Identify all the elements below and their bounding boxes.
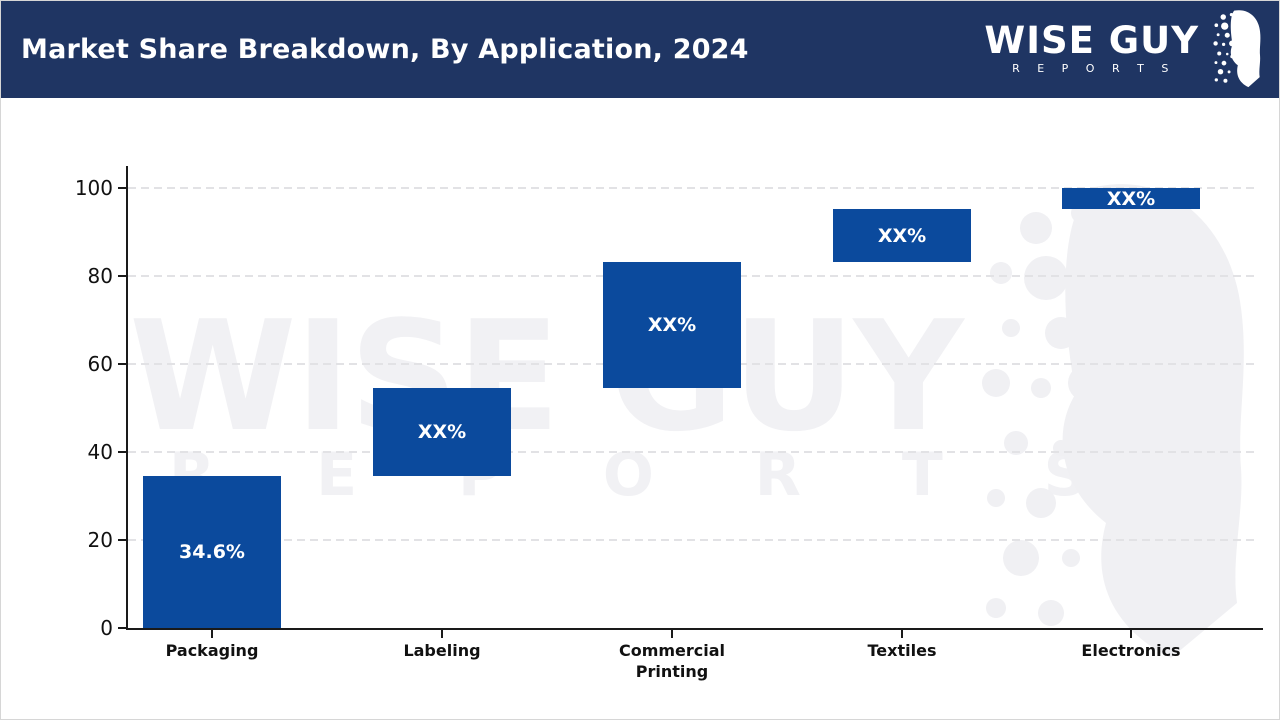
gridline xyxy=(128,187,1256,189)
bar-value-label: 34.6% xyxy=(179,540,245,563)
x-tick-mark xyxy=(211,630,213,638)
x-tick-mark xyxy=(441,630,443,638)
waterfall-bar: XX% xyxy=(1062,187,1200,210)
y-tick-label: 100 xyxy=(74,176,113,200)
waterfall-bar: XX% xyxy=(373,387,511,476)
y-tick-mark xyxy=(118,539,126,541)
y-tick-mark xyxy=(118,627,126,629)
y-tick-label: 60 xyxy=(87,352,113,376)
waterfall-bar: XX% xyxy=(833,209,971,262)
x-axis-line xyxy=(126,628,1263,630)
x-tick-mark xyxy=(901,630,903,638)
x-tick-mark xyxy=(671,630,673,638)
gridline xyxy=(128,451,1256,453)
waterfall-bar: XX% xyxy=(603,261,741,388)
bar-value-label: XX% xyxy=(1106,187,1156,210)
waterfall-bar: 34.6% xyxy=(143,475,281,628)
y-tick-mark xyxy=(118,451,126,453)
x-category-label: Electronics xyxy=(1081,641,1181,660)
gridline xyxy=(128,539,1256,541)
y-tick-label: 80 xyxy=(87,264,113,288)
y-tick-mark xyxy=(118,187,126,189)
logo-subtext: R E P O R T S xyxy=(1012,62,1176,75)
y-tick-label: 40 xyxy=(87,440,113,464)
brand-logo: WISE GUY R E P O R T S xyxy=(984,7,1267,89)
x-category-label: Textiles xyxy=(867,641,937,660)
x-category-label: Labeling xyxy=(403,641,481,660)
bar-value-label: XX% xyxy=(647,313,697,336)
logo-wordmark: WISE GUY xyxy=(984,19,1199,62)
y-tick-label: 20 xyxy=(87,528,113,552)
logo-head-icon xyxy=(1213,10,1261,88)
y-tick-mark xyxy=(118,275,126,277)
x-category-label: Commercial Printing xyxy=(618,641,726,681)
bar-value-label: XX% xyxy=(417,420,467,443)
x-category-label: Packaging xyxy=(165,641,259,660)
page-title: Market Share Breakdown, By Application, … xyxy=(21,34,749,65)
header-bar: Market Share Breakdown, By Application, … xyxy=(1,1,1279,98)
bar-value-label: XX% xyxy=(877,224,927,247)
y-tick-mark xyxy=(118,363,126,365)
y-tick-label: 0 xyxy=(100,616,113,640)
y-axis-line xyxy=(126,166,128,630)
x-tick-mark xyxy=(1130,630,1132,638)
